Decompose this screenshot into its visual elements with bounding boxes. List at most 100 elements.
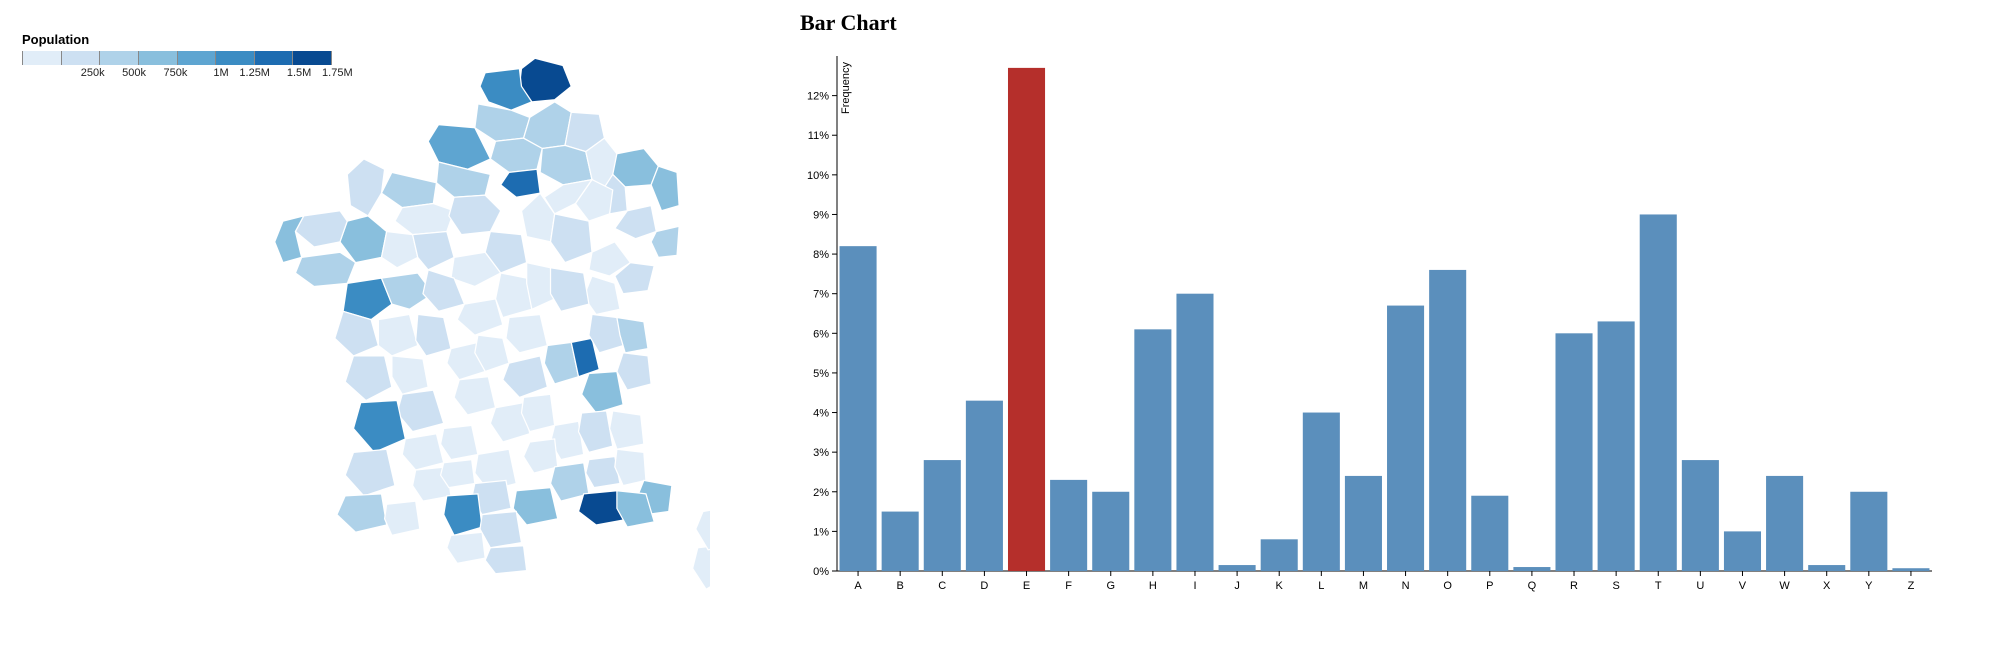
y-tick-label: 3% bbox=[813, 447, 829, 459]
bar-k[interactable] bbox=[1261, 539, 1298, 571]
y-tick-label: 8% bbox=[813, 249, 829, 261]
dept-saone-et-loire[interactable] bbox=[551, 268, 589, 312]
dept-haute-corse[interactable] bbox=[696, 508, 710, 549]
legend-swatch bbox=[139, 51, 178, 65]
x-tick-label: I bbox=[1193, 580, 1196, 592]
bar-n[interactable] bbox=[1387, 306, 1424, 571]
dept-lot[interactable] bbox=[441, 425, 478, 459]
bar-s[interactable] bbox=[1598, 321, 1635, 571]
x-tick-label: Q bbox=[1528, 580, 1537, 592]
x-tick-label: M bbox=[1359, 580, 1368, 592]
x-tick-label: E bbox=[1023, 580, 1030, 592]
dept-deux-sevres[interactable] bbox=[378, 314, 417, 355]
dept-aude[interactable] bbox=[480, 511, 521, 547]
dept-gironde[interactable] bbox=[353, 401, 405, 453]
bar-b[interactable] bbox=[882, 512, 919, 571]
dept-vienne[interactable] bbox=[416, 314, 451, 355]
dept-mayenne[interactable] bbox=[381, 231, 417, 267]
dept-charente-maritime[interactable] bbox=[345, 356, 392, 401]
x-tick-label: Z bbox=[1908, 580, 1915, 592]
dept-landes[interactable] bbox=[345, 449, 395, 496]
dept-manche[interactable] bbox=[347, 159, 384, 216]
dept-bas-rhin[interactable] bbox=[651, 166, 679, 211]
dept-drome[interactable] bbox=[579, 411, 613, 452]
y-tick-label: 11% bbox=[808, 130, 829, 142]
bar-h[interactable] bbox=[1134, 329, 1171, 571]
dept-isere[interactable] bbox=[582, 371, 623, 412]
bar-j[interactable] bbox=[1219, 565, 1256, 571]
dept-jura[interactable] bbox=[584, 276, 620, 314]
dept-correze[interactable] bbox=[454, 377, 495, 415]
dept-marne[interactable] bbox=[540, 145, 592, 184]
x-tick-label: T bbox=[1655, 580, 1662, 592]
dept-charente[interactable] bbox=[392, 356, 428, 394]
dept-eure-et-loir[interactable] bbox=[449, 195, 501, 234]
bar-r[interactable] bbox=[1555, 333, 1592, 571]
bar-y[interactable] bbox=[1850, 492, 1887, 571]
bar-o[interactable] bbox=[1429, 270, 1466, 571]
dept-ariege[interactable] bbox=[447, 532, 485, 563]
bar-f[interactable] bbox=[1050, 480, 1087, 571]
dept-pyrenees-atlantiques[interactable] bbox=[337, 494, 387, 532]
dept-hautes-alpes[interactable] bbox=[610, 411, 644, 449]
dept-allier[interactable] bbox=[506, 314, 547, 352]
dept-lot-et-garonne[interactable] bbox=[402, 434, 443, 470]
y-tick-label: 4% bbox=[813, 408, 829, 420]
bar-z[interactable] bbox=[1892, 568, 1929, 571]
bar-d[interactable] bbox=[966, 401, 1003, 571]
dept-herault[interactable] bbox=[513, 488, 558, 525]
dept-indre[interactable] bbox=[457, 299, 503, 335]
dept-morbihan[interactable] bbox=[295, 252, 355, 286]
dept-hautes-pyrenees[interactable] bbox=[385, 501, 420, 535]
bar-c[interactable] bbox=[924, 460, 961, 571]
x-tick-label: N bbox=[1402, 580, 1410, 592]
bar-v[interactable] bbox=[1724, 531, 1761, 571]
x-tick-label: D bbox=[980, 580, 988, 592]
bar-x[interactable] bbox=[1808, 565, 1845, 571]
dept-haute-garonne[interactable] bbox=[444, 494, 482, 535]
france-choropleth-map bbox=[250, 50, 710, 610]
x-tick-label: P bbox=[1486, 580, 1493, 592]
y-tick-label: 0% bbox=[813, 566, 829, 578]
y-tick-label: 2% bbox=[813, 487, 829, 499]
bar-l[interactable] bbox=[1303, 413, 1340, 571]
dept-corse-sud[interactable] bbox=[693, 546, 710, 590]
dept-savoie[interactable] bbox=[617, 353, 651, 390]
bar-u[interactable] bbox=[1682, 460, 1719, 571]
x-tick-label: C bbox=[938, 580, 946, 592]
map-panel: Population 250k500k750k1M1.25M1.5M1.75M bbox=[0, 0, 750, 648]
legend-swatch bbox=[178, 51, 217, 65]
dept-puy-de-dome[interactable] bbox=[503, 356, 548, 397]
dept-lozere[interactable] bbox=[524, 439, 558, 473]
dept-dordogne[interactable] bbox=[397, 390, 444, 431]
x-tick-label: L bbox=[1318, 580, 1324, 592]
dept-haute-savoie[interactable] bbox=[617, 318, 648, 353]
dept-finistere[interactable] bbox=[275, 216, 304, 263]
dept-pyrenees-orientales[interactable] bbox=[485, 546, 526, 574]
y-tick-label: 10% bbox=[807, 170, 829, 182]
bar-e[interactable] bbox=[1008, 68, 1045, 571]
dept-cote-dor[interactable] bbox=[551, 214, 592, 263]
bar-i[interactable] bbox=[1176, 294, 1213, 571]
x-tick-label: J bbox=[1234, 580, 1240, 592]
x-tick-label: O bbox=[1443, 580, 1452, 592]
x-tick-label: K bbox=[1276, 580, 1284, 592]
dept-sarthe[interactable] bbox=[413, 231, 454, 269]
dept-paris-idf[interactable] bbox=[501, 169, 540, 197]
dept-orne[interactable] bbox=[395, 203, 454, 234]
x-tick-label: F bbox=[1065, 580, 1072, 592]
bar-m[interactable] bbox=[1345, 476, 1382, 571]
bar-g[interactable] bbox=[1092, 492, 1129, 571]
bar-t[interactable] bbox=[1640, 214, 1677, 571]
bar-q[interactable] bbox=[1513, 567, 1550, 571]
x-tick-label: G bbox=[1106, 580, 1115, 592]
bar-w[interactable] bbox=[1766, 476, 1803, 571]
bar-p[interactable] bbox=[1471, 496, 1508, 571]
dept-tarn-et-garonne[interactable] bbox=[441, 460, 475, 488]
bar-a[interactable] bbox=[840, 246, 877, 571]
legend-title: Population bbox=[22, 32, 332, 47]
dept-somme[interactable] bbox=[475, 104, 530, 141]
dept-calvados[interactable] bbox=[381, 172, 436, 207]
x-tick-label: R bbox=[1570, 580, 1578, 592]
x-tick-label: W bbox=[1779, 580, 1790, 592]
